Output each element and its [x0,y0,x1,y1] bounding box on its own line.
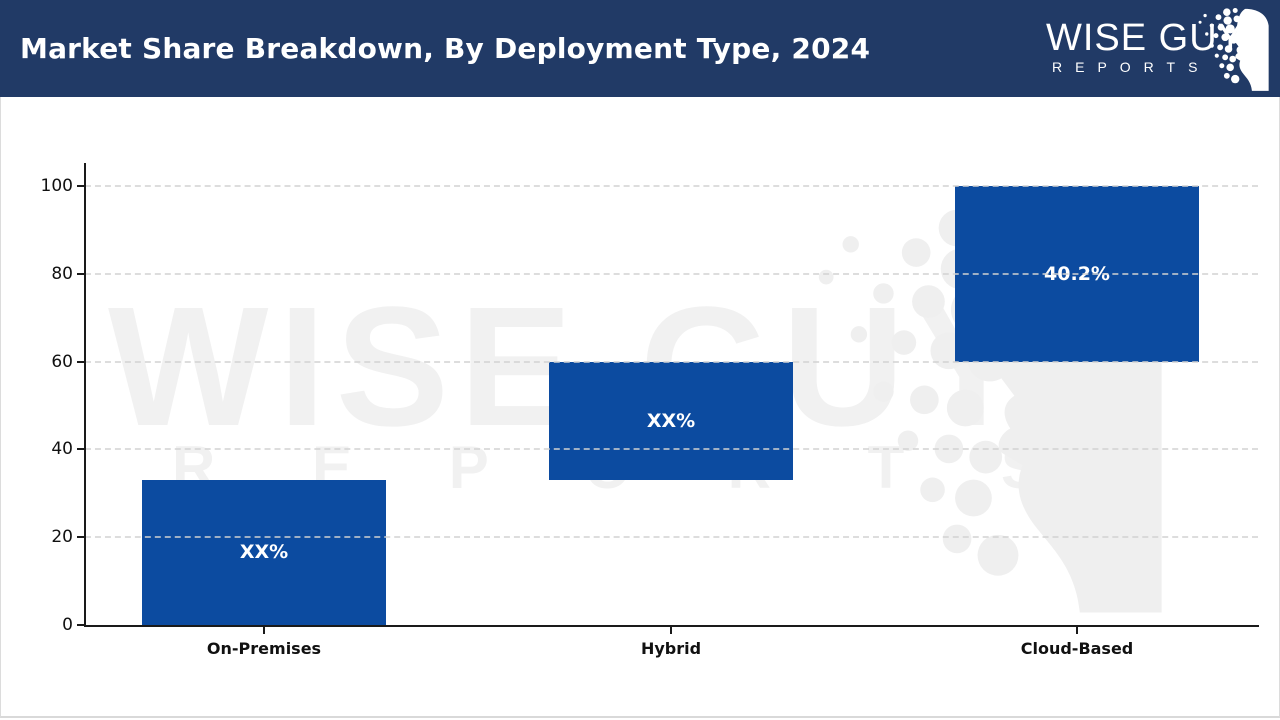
wiseguy-reports-logo: WISE GUY REPORTS [1024,0,1274,97]
page-title: Market Share Breakdown, By Deployment Ty… [20,32,871,65]
bar-on-premises: XX% [142,479,386,625]
x-tick-mark [670,626,672,634]
header-band: Market Share Breakdown, By Deployment Ty… [0,0,1280,97]
y-axis-spine [84,163,86,627]
logo-brand-subtitle: REPORTS [1052,59,1211,75]
y-tick-label: 40 [51,439,73,460]
y-tick-label: 100 [40,176,73,196]
y-tick-mark [77,624,85,626]
y-tick-mark [77,272,85,275]
gridline [85,272,1258,275]
y-tick-label: 20 [51,527,73,548]
x-tick-mark [1076,626,1078,634]
y-tick-mark [77,185,85,187]
y-tick-mark [77,360,85,363]
bar-value-label: XX% [239,541,289,564]
x-category-label: Hybrid [640,639,702,658]
x-tick-mark [263,626,265,634]
gridline [85,360,1258,363]
x-category-label: Cloud-Based [1020,639,1134,658]
x-category-label: On-Premises [206,639,322,658]
y-tick-label: 80 [51,263,73,284]
y-tick-mark [77,448,85,451]
gridline [85,185,1258,187]
y-tick-label: 0 [62,615,73,635]
y-tick-mark [77,536,85,539]
y-tick-label: 60 [51,351,73,372]
bar-value-label: XX% [646,410,696,433]
gridline [85,448,1258,451]
bar-hybrid: XX% [549,362,793,480]
dotted-face-logo-icon [1198,8,1269,91]
gridline [85,536,1258,539]
